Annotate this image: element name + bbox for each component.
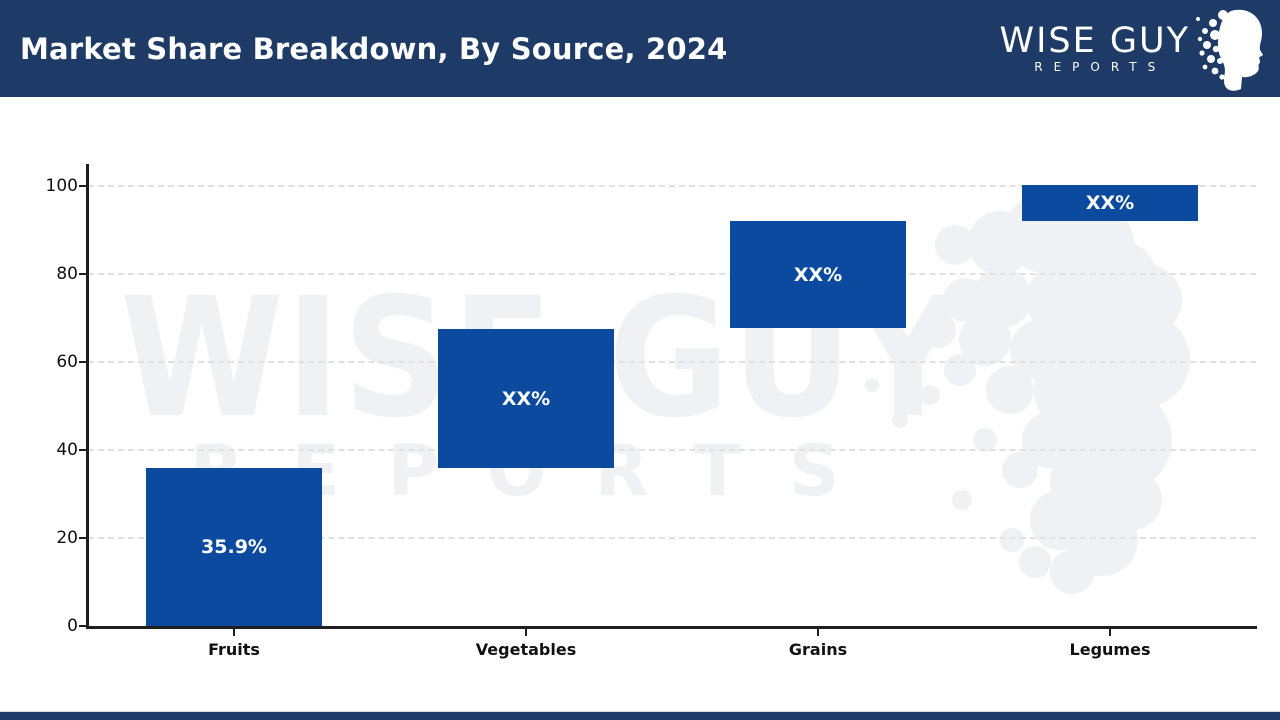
- category-label-vegetables: Vegetables: [475, 640, 577, 659]
- y-axis-tick-label: 20: [56, 528, 78, 548]
- watermark-dot: [1000, 528, 1024, 552]
- footer-bar: [0, 712, 1280, 720]
- watermark-dot: [920, 312, 956, 348]
- wiseguy-logo-wordmark: WISE GUY: [999, 20, 1190, 61]
- x-axis-tick-mark: [1109, 629, 1111, 636]
- wiseguy-face-icon: [1196, 9, 1263, 91]
- y-axis-tick-label: 60: [56, 352, 78, 372]
- bar-value-label: XX%: [501, 387, 551, 410]
- watermark-dot: [891, 341, 919, 369]
- bar-grains: XX%: [730, 221, 906, 329]
- wiseguy-logo-text: WISE GUY REPORTS: [999, 20, 1190, 75]
- watermark-dot: [972, 268, 1032, 328]
- category-label-legumes: Legumes: [1069, 640, 1151, 659]
- x-axis-tick-mark: [817, 629, 819, 636]
- wiseguy-logo-subtitle: REPORTS: [1034, 60, 1167, 75]
- page-title: Market Share Breakdown, By Source, 2024: [20, 31, 728, 66]
- gridline-40: [88, 449, 1256, 451]
- watermark-dot: [1002, 452, 1038, 488]
- watermark-dot: [1102, 470, 1162, 530]
- y-axis-tick-mark: [79, 185, 87, 187]
- bar-vegetables: XX%: [438, 329, 614, 469]
- y-axis-tick-label: 40: [56, 440, 78, 460]
- x-axis-tick-mark: [525, 629, 527, 636]
- gridline-80: [88, 273, 1256, 275]
- y-axis-tick-mark: [79, 537, 87, 539]
- watermark-dot: [952, 490, 972, 510]
- x-axis-line: [86, 626, 1257, 629]
- y-axis-tick-mark: [79, 449, 87, 451]
- watermark-dot: [1019, 546, 1051, 578]
- watermark-dot: [1110, 264, 1182, 336]
- bar-fruits: 35.9%: [146, 468, 322, 626]
- wiseguy-logo: WISE GUY REPORTS: [999, 5, 1266, 93]
- y-axis-line: [86, 164, 89, 629]
- watermark-dot: [892, 412, 908, 428]
- watermark-dot: [865, 378, 879, 392]
- watermark-dot: [1050, 550, 1094, 594]
- y-axis-tick-mark: [79, 625, 87, 627]
- gridline-100: [88, 185, 1256, 187]
- gridline-60: [88, 361, 1256, 363]
- x-axis-tick-mark: [233, 629, 235, 636]
- watermark-dot: [920, 385, 940, 405]
- y-axis-tick-mark: [79, 273, 87, 275]
- watermark-dot: [973, 428, 997, 452]
- y-axis-tick-label: 100: [45, 176, 78, 196]
- y-axis-tick-label: 0: [67, 616, 78, 636]
- bar-value-label: XX%: [1085, 192, 1135, 215]
- footer-divider: [0, 711, 1280, 712]
- bar-legumes: XX%: [1022, 185, 1198, 222]
- gridline-20: [88, 537, 1256, 539]
- y-axis-tick-mark: [79, 361, 87, 363]
- category-label-grains: Grains: [788, 640, 848, 659]
- category-label-fruits: Fruits: [208, 640, 260, 659]
- y-axis-tick-label: 80: [56, 264, 78, 284]
- header-bar: Market Share Breakdown, By Source, 2024 …: [0, 0, 1280, 97]
- bar-value-label: XX%: [793, 263, 843, 286]
- bar-value-label: 35.9%: [201, 536, 267, 558]
